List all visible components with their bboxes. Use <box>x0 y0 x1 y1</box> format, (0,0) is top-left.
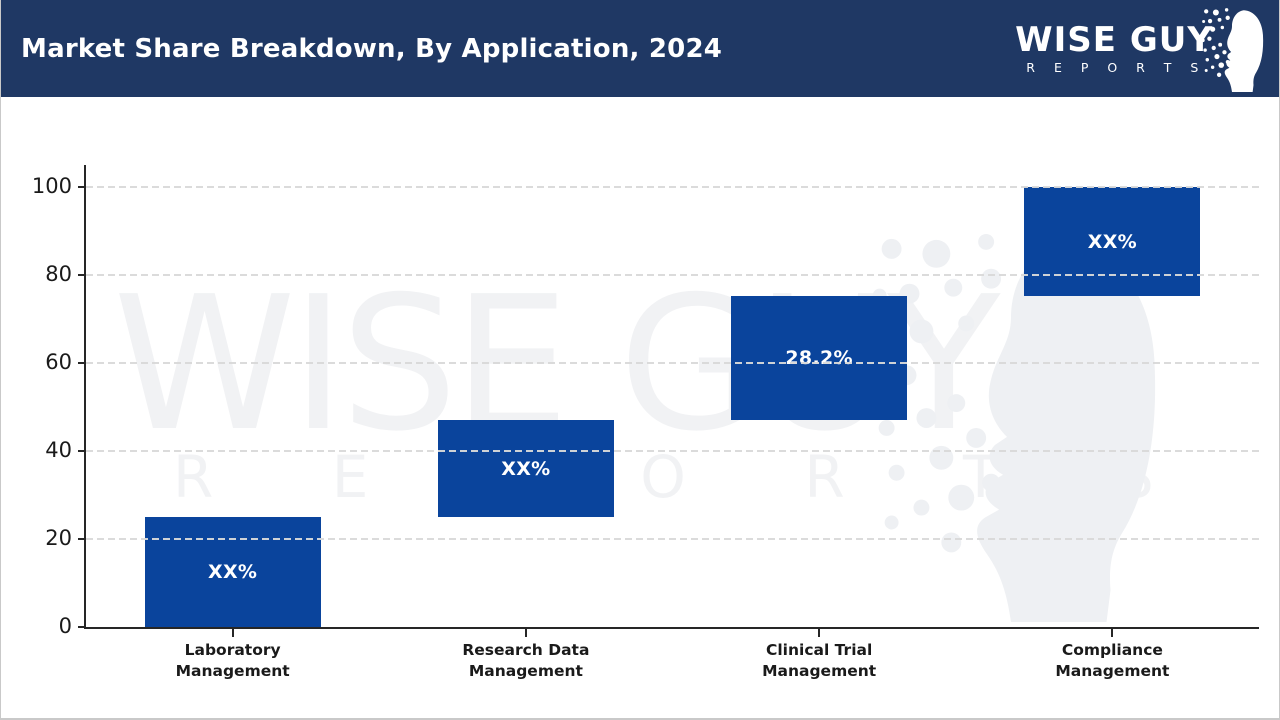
y-tick-label: 60 <box>45 350 72 374</box>
brand-logo: WISE GUY R E P O R T S <box>1015 3 1265 95</box>
gridline <box>86 538 1259 540</box>
gridline <box>86 186 1259 188</box>
x-tick-mark <box>1111 629 1114 637</box>
y-tick-label: 0 <box>58 614 72 638</box>
bar-value-label: XX% <box>208 561 258 583</box>
y-tick-mark <box>78 626 86 628</box>
brand-subname: R E P O R T S <box>1026 59 1206 75</box>
x-category-label-line: Clinical Trial <box>765 641 873 659</box>
header-band: Market Share Breakdown, By Application, … <box>1 0 1279 97</box>
y-axis-line <box>84 165 86 629</box>
x-category-label: Compliance Management <box>992 640 1232 682</box>
bar-value-label: XX% <box>501 457 551 480</box>
gridline <box>86 274 1259 276</box>
bar-value-label: 28.2% <box>785 347 853 370</box>
x-tick-mark <box>231 629 234 637</box>
y-tick-mark <box>78 450 86 452</box>
x-category-label-line: Laboratory <box>184 641 281 659</box>
y-tick-mark <box>78 186 86 188</box>
y-tick-label: 100 <box>31 174 72 198</box>
y-tick-mark <box>78 362 86 364</box>
bar-segment: XX% <box>144 517 321 627</box>
x-category-label-line: Compliance <box>1061 641 1163 659</box>
wiseguy-face-icon <box>1201 7 1264 92</box>
bar-value-label: XX% <box>1087 230 1137 253</box>
x-axis-line <box>84 627 1259 629</box>
brand-name: WISE GUY <box>1015 19 1213 60</box>
bar-segment: XX% <box>1024 187 1201 297</box>
x-category-label: Research Data Management <box>406 640 646 682</box>
x-category-label-line: Management <box>468 662 583 680</box>
chart-title: Market Share Breakdown, By Application, … <box>21 33 723 64</box>
x-category-label-line: Management <box>1055 662 1170 680</box>
x-category-label: Clinical Trial Management <box>699 640 939 682</box>
y-tick-mark <box>78 538 86 540</box>
gridline <box>86 362 1259 364</box>
x-category-label-line: Management <box>175 662 290 680</box>
gridline <box>86 450 1259 452</box>
y-tick-label: 80 <box>45 262 72 286</box>
x-tick-mark <box>818 629 821 637</box>
bar-segment: 28.2% <box>731 296 908 421</box>
x-tick-mark <box>524 629 527 637</box>
brand-logo-text: WISE GUY R E P O R T S <box>1015 22 1213 76</box>
x-category-label: Laboratory Management <box>113 640 353 682</box>
y-tick-mark <box>78 274 86 276</box>
x-category-label-line: Research Data <box>462 641 590 659</box>
y-tick-label: 20 <box>45 526 72 550</box>
y-tick-label: 40 <box>45 438 72 462</box>
x-category-label-line: Management <box>762 662 877 680</box>
bar-segment: XX% <box>437 420 614 517</box>
